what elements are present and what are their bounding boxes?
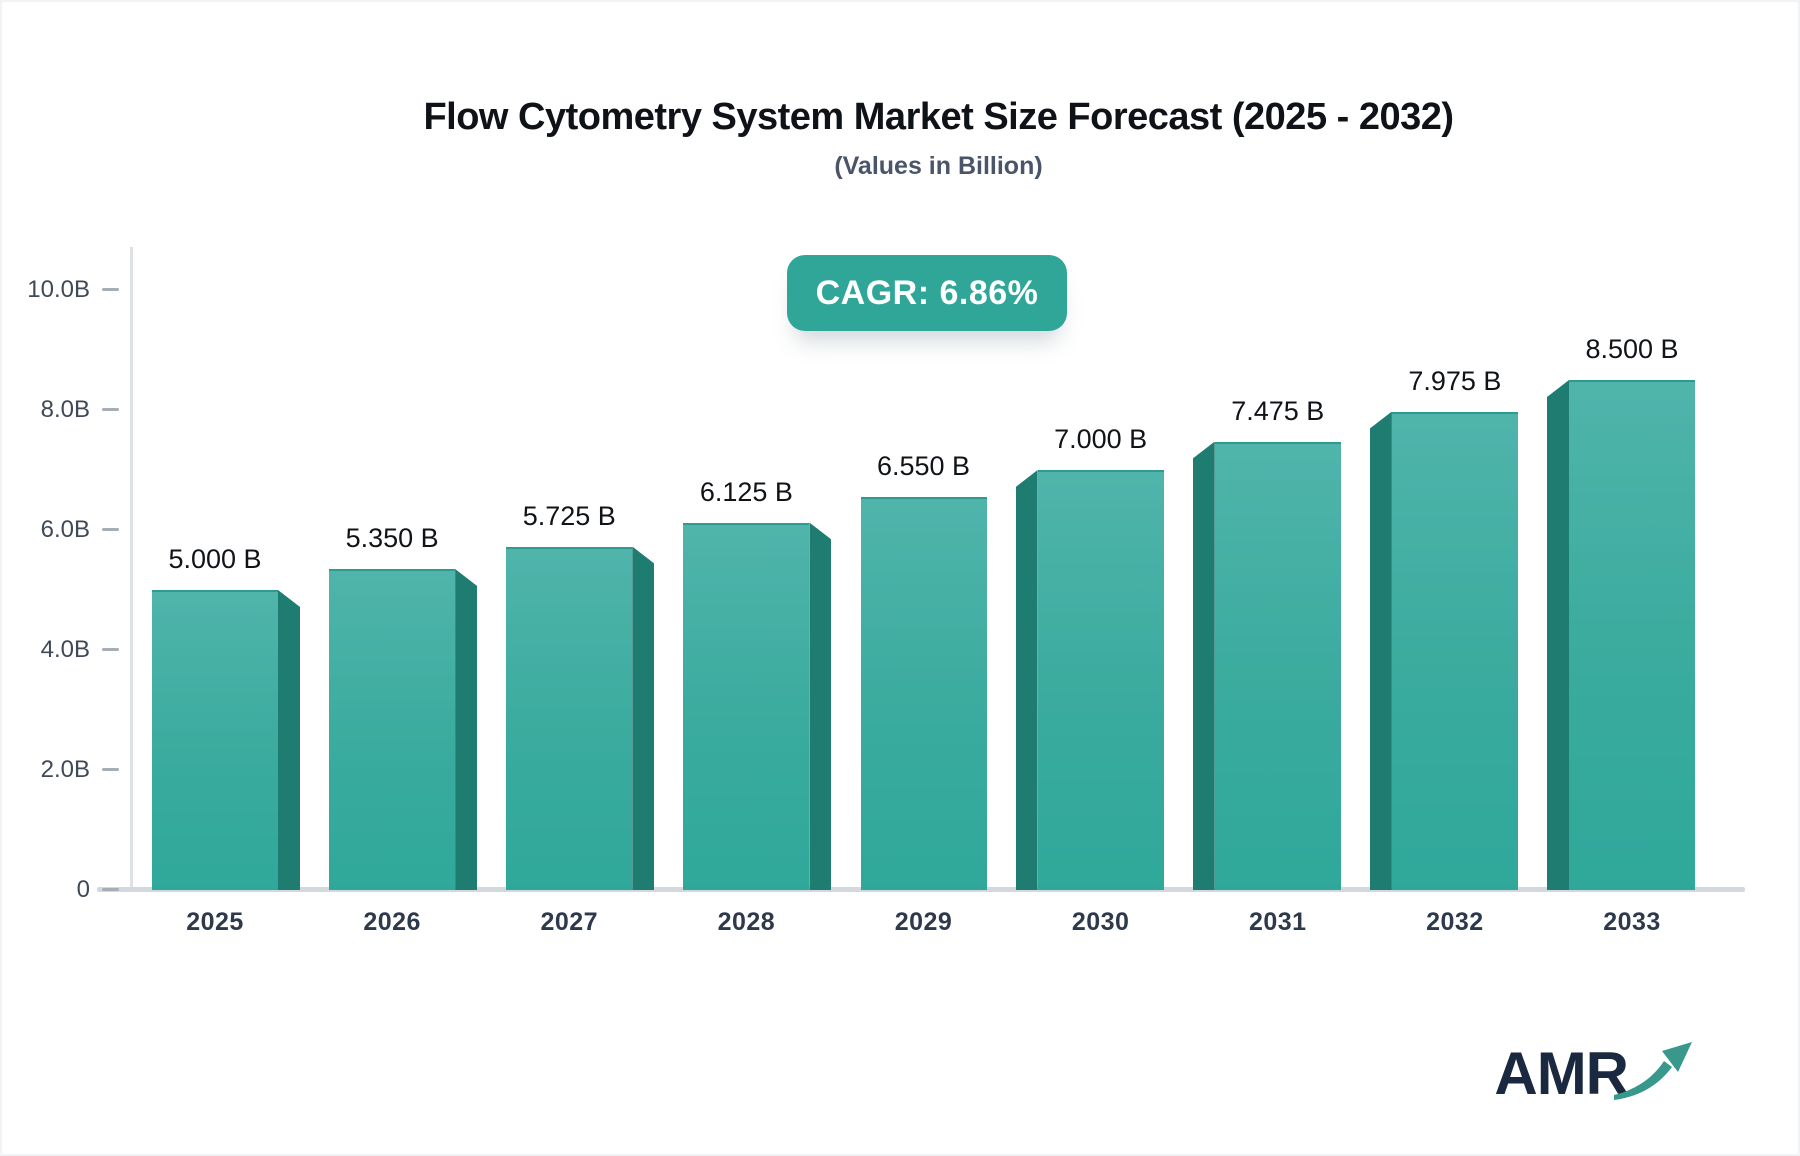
bar-2028 xyxy=(683,522,810,890)
bar-3d-side xyxy=(1015,470,1038,890)
bar-2033 xyxy=(1569,380,1695,890)
bar-value-label: 5.000 B xyxy=(168,544,262,574)
bar-2031 xyxy=(1214,441,1341,890)
bar-value-label: 7.475 B xyxy=(1231,395,1325,426)
x-tick-label: 2027 xyxy=(540,908,599,936)
bar-value-label: 5.350 B xyxy=(345,523,439,553)
bar-3d-side xyxy=(455,569,478,890)
y-tick-label: 4.0B xyxy=(40,636,90,663)
bar-3d-side xyxy=(1192,441,1215,890)
y-tick-mark xyxy=(102,888,119,891)
bar-value-label: 5.725 B xyxy=(522,500,616,531)
bar-2025 xyxy=(152,590,278,890)
x-tick-label: 2031 xyxy=(1248,908,1307,936)
cagr-badge: CAGR: 6.86% xyxy=(787,255,1067,331)
chart-title: Flow Cytometry System Market Size Foreca… xyxy=(423,96,1454,138)
x-tick-label: 2033 xyxy=(1603,908,1661,936)
bar-3d-side xyxy=(632,546,655,890)
x-tick-label: 2028 xyxy=(717,908,776,936)
bar-3d-side xyxy=(1547,380,1569,890)
brand-logo-text: AMR xyxy=(1494,1040,1629,1107)
bar-2027 xyxy=(506,546,633,890)
bar-3d-side xyxy=(809,522,832,890)
bar-value-label: 8.500 B xyxy=(1585,334,1679,364)
bar-value-label: 6.125 B xyxy=(699,476,793,507)
y-tick-mark xyxy=(102,408,119,411)
y-tick-label: 2.0B xyxy=(40,756,90,783)
bar-value-label: 7.975 B xyxy=(1408,365,1502,396)
x-tick-label: 2030 xyxy=(1071,908,1130,936)
bar-2030 xyxy=(1037,470,1164,890)
y-tick-label: 0 xyxy=(76,876,90,903)
x-tick-label: 2032 xyxy=(1426,908,1484,936)
bar-value-label: 6.550 B xyxy=(876,451,971,481)
x-tick-label: 2025 xyxy=(186,908,244,936)
x-tick-label: 2026 xyxy=(363,908,421,936)
growth-arrow-icon xyxy=(1614,1042,1692,1100)
y-tick-mark xyxy=(102,768,119,771)
bar-3d-side xyxy=(1369,411,1392,890)
y-tick-label: 8.0B xyxy=(40,396,90,423)
y-axis-line xyxy=(130,247,133,890)
x-tick-label: 2029 xyxy=(894,908,953,936)
brand-logo: AMR xyxy=(1494,1040,1698,1107)
y-tick-label: 6.0B xyxy=(40,516,90,543)
y-tick-mark xyxy=(102,528,119,531)
bar-value-label: 7.000 B xyxy=(1054,424,1148,454)
chart-subtitle: (Values in Billion) xyxy=(834,152,1043,180)
bar-3d-side xyxy=(278,590,300,890)
bar-2029 xyxy=(860,497,987,890)
y-tick-mark xyxy=(102,288,119,291)
bar-2026 xyxy=(329,569,456,890)
y-tick-label: 10.0B xyxy=(27,276,90,303)
bar-2032 xyxy=(1391,411,1518,890)
y-tick-mark xyxy=(102,648,119,651)
